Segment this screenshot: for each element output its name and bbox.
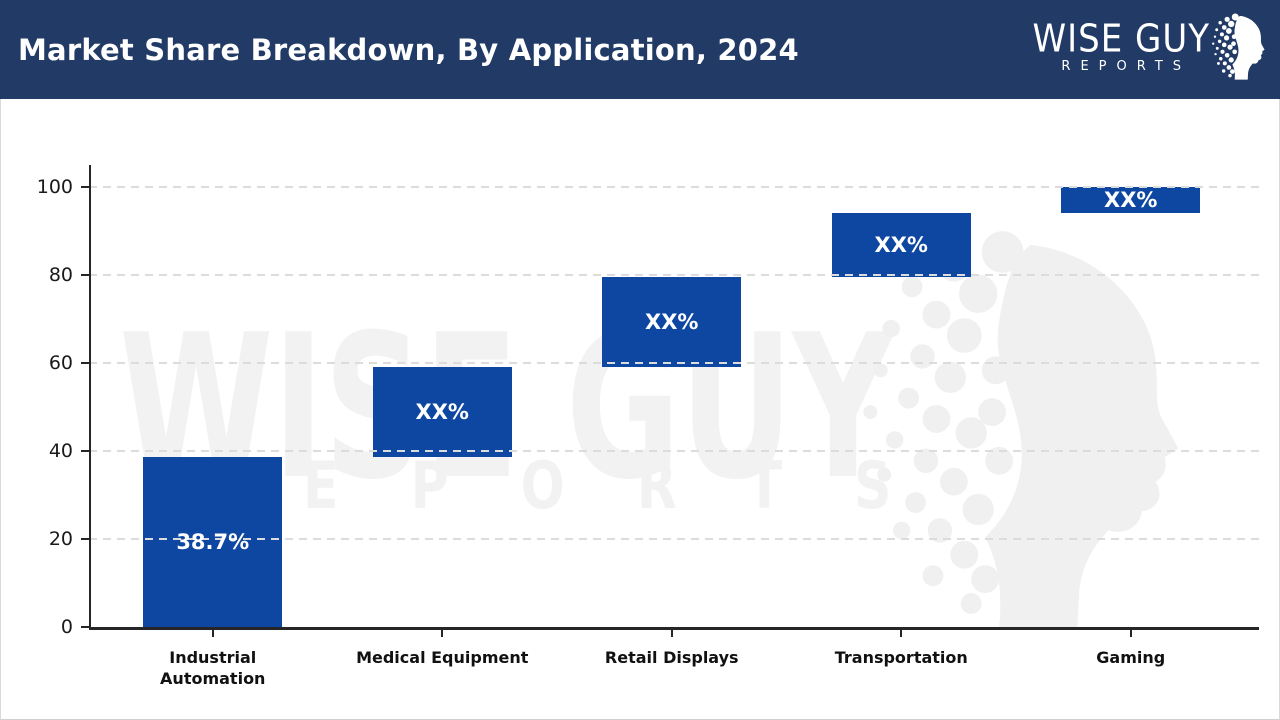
gridline-80 — [89, 274, 1259, 276]
bar-medical-equipment — [372, 366, 512, 457]
x-tick-industrial-automation — [211, 630, 214, 637]
y-tick-0 — [81, 626, 91, 628]
x-label-retail-displays: Retail Displays — [604, 648, 739, 667]
watermark-dotted-head-icon — [839, 217, 1187, 635]
wise-guy-reports-logo: WISE GUY REPORTS — [1012, 0, 1272, 99]
x-label-gaming: Gaming — [1096, 648, 1166, 667]
y-tick-label-60: 60 — [48, 352, 73, 374]
page-title: Market Share Breakdown, By Application, … — [18, 32, 799, 67]
gridline-60 — [89, 362, 1259, 364]
bar-industrial-automation — [143, 456, 283, 627]
x-tick-transportation — [900, 630, 903, 637]
y-tick-100 — [81, 186, 91, 188]
gridline-40 — [89, 450, 1259, 452]
gridline-20 — [89, 538, 1259, 540]
y-tick-20 — [81, 538, 91, 540]
gridline-100 — [89, 186, 1259, 188]
y-tick-label-40: 40 — [48, 440, 73, 462]
x-axis-spine — [89, 627, 1259, 630]
bar-retail-displays — [602, 277, 742, 367]
logo-wordmark: WISE GUY — [1032, 16, 1210, 62]
bar-value-label-medical-equipment: XX% — [415, 399, 469, 424]
y-tick-label-0: 0 — [60, 616, 73, 638]
logo-subtitle: REPORTS — [1061, 58, 1192, 74]
x-label-medical-equipment: Medical Equipment — [356, 648, 529, 667]
x-tick-retail-displays — [670, 630, 673, 637]
bar-value-label-gaming: XX% — [1104, 188, 1158, 213]
bar-gaming — [1061, 187, 1201, 214]
y-tick-label-100: 100 — [36, 176, 73, 198]
x-tick-gaming — [1129, 630, 1132, 637]
bar-transportation — [831, 213, 971, 278]
bar-value-label-industrial-automation: 38.7% — [176, 529, 250, 554]
bar-value-label-retail-displays: XX% — [645, 309, 699, 334]
x-tick-medical-equipment — [441, 630, 444, 637]
x-label-industrial-automation: Industrial Automation — [160, 648, 266, 689]
y-tick-60 — [81, 362, 91, 364]
y-tick-80 — [81, 274, 91, 276]
dotted-head-logo-icon — [1208, 11, 1266, 81]
watermark-subtitle: REPORTS — [191, 449, 964, 524]
y-axis-spine — [89, 165, 91, 630]
bar-value-label-transportation: XX% — [874, 233, 928, 258]
y-tick-40 — [81, 450, 91, 452]
y-tick-label-80: 80 — [48, 264, 73, 286]
chart-plot-area: WISE GUY REPORTS 38.7% Industrial Automat… — [0, 99, 1280, 720]
y-tick-label-20: 20 — [48, 528, 73, 550]
x-label-transportation: Transportation — [834, 648, 968, 667]
header-bar: Market Share Breakdown, By Application, … — [0, 0, 1280, 99]
logo-text: WISE GUY REPORTS — [1032, 16, 1210, 73]
